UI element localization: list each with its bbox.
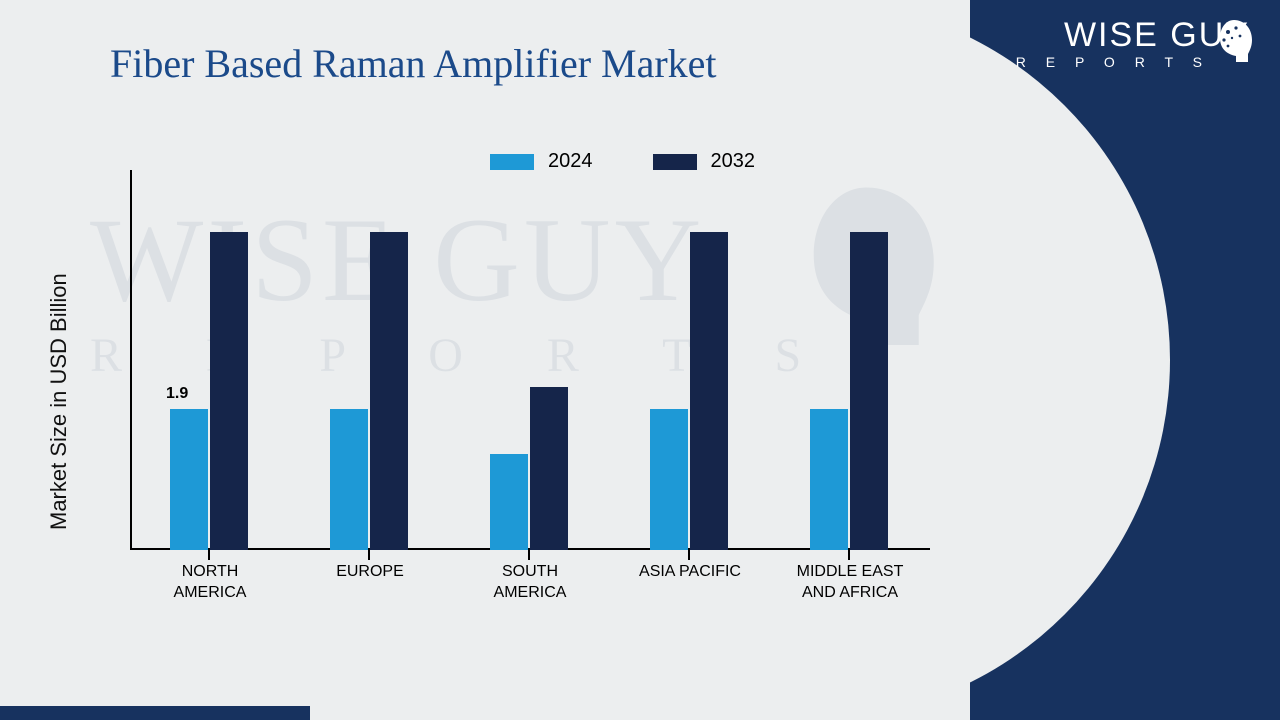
x-tick (848, 550, 850, 560)
bottom-accent-bar (0, 706, 310, 720)
bar-group: MIDDLE EAST AND AFRICA (800, 180, 900, 550)
x-tick (528, 550, 530, 560)
bar-value-label: 1.9 (166, 385, 188, 403)
bar-group: SOUTH AMERICA (480, 180, 580, 550)
y-axis-label: Market Size in USD Billion (46, 273, 72, 530)
bar (530, 387, 568, 550)
chart-title: Fiber Based Raman Amplifier Market (110, 40, 717, 87)
chart-area: Market Size in USD Billion 1.9NORTH AMER… (70, 150, 930, 670)
bar-group: EUROPE (320, 180, 420, 550)
bar (170, 409, 208, 550)
bar (210, 232, 248, 550)
bar (690, 232, 728, 550)
category-label: EUROPE (310, 562, 430, 583)
bar-group: 1.9NORTH AMERICA (160, 180, 260, 550)
category-label: NORTH AMERICA (150, 562, 270, 604)
bar (650, 409, 688, 550)
bar (850, 232, 888, 550)
category-label: ASIA PACIFIC (630, 562, 750, 583)
x-tick (208, 550, 210, 560)
canvas: WISE GUY R E P O R T S Fiber Based Raman… (0, 0, 1280, 720)
bar-group: ASIA PACIFIC (640, 180, 740, 550)
x-tick (688, 550, 690, 560)
category-label: SOUTH AMERICA (470, 562, 590, 604)
x-tick (368, 550, 370, 560)
logo-head-icon (1214, 18, 1256, 66)
wiseguy-logo: WISE GUY R E P O R T S (1016, 18, 1250, 70)
plot-area: 1.9NORTH AMERICA EUROPE SOUTH AMERICA ASIA … (130, 180, 930, 550)
bar (370, 232, 408, 550)
category-label: MIDDLE EAST AND AFRICA (790, 562, 910, 604)
y-axis-line (130, 170, 132, 550)
bar (490, 454, 528, 550)
bar (810, 409, 848, 550)
logo-sub-text: R E P O R T S (1016, 54, 1210, 70)
bar (330, 409, 368, 550)
